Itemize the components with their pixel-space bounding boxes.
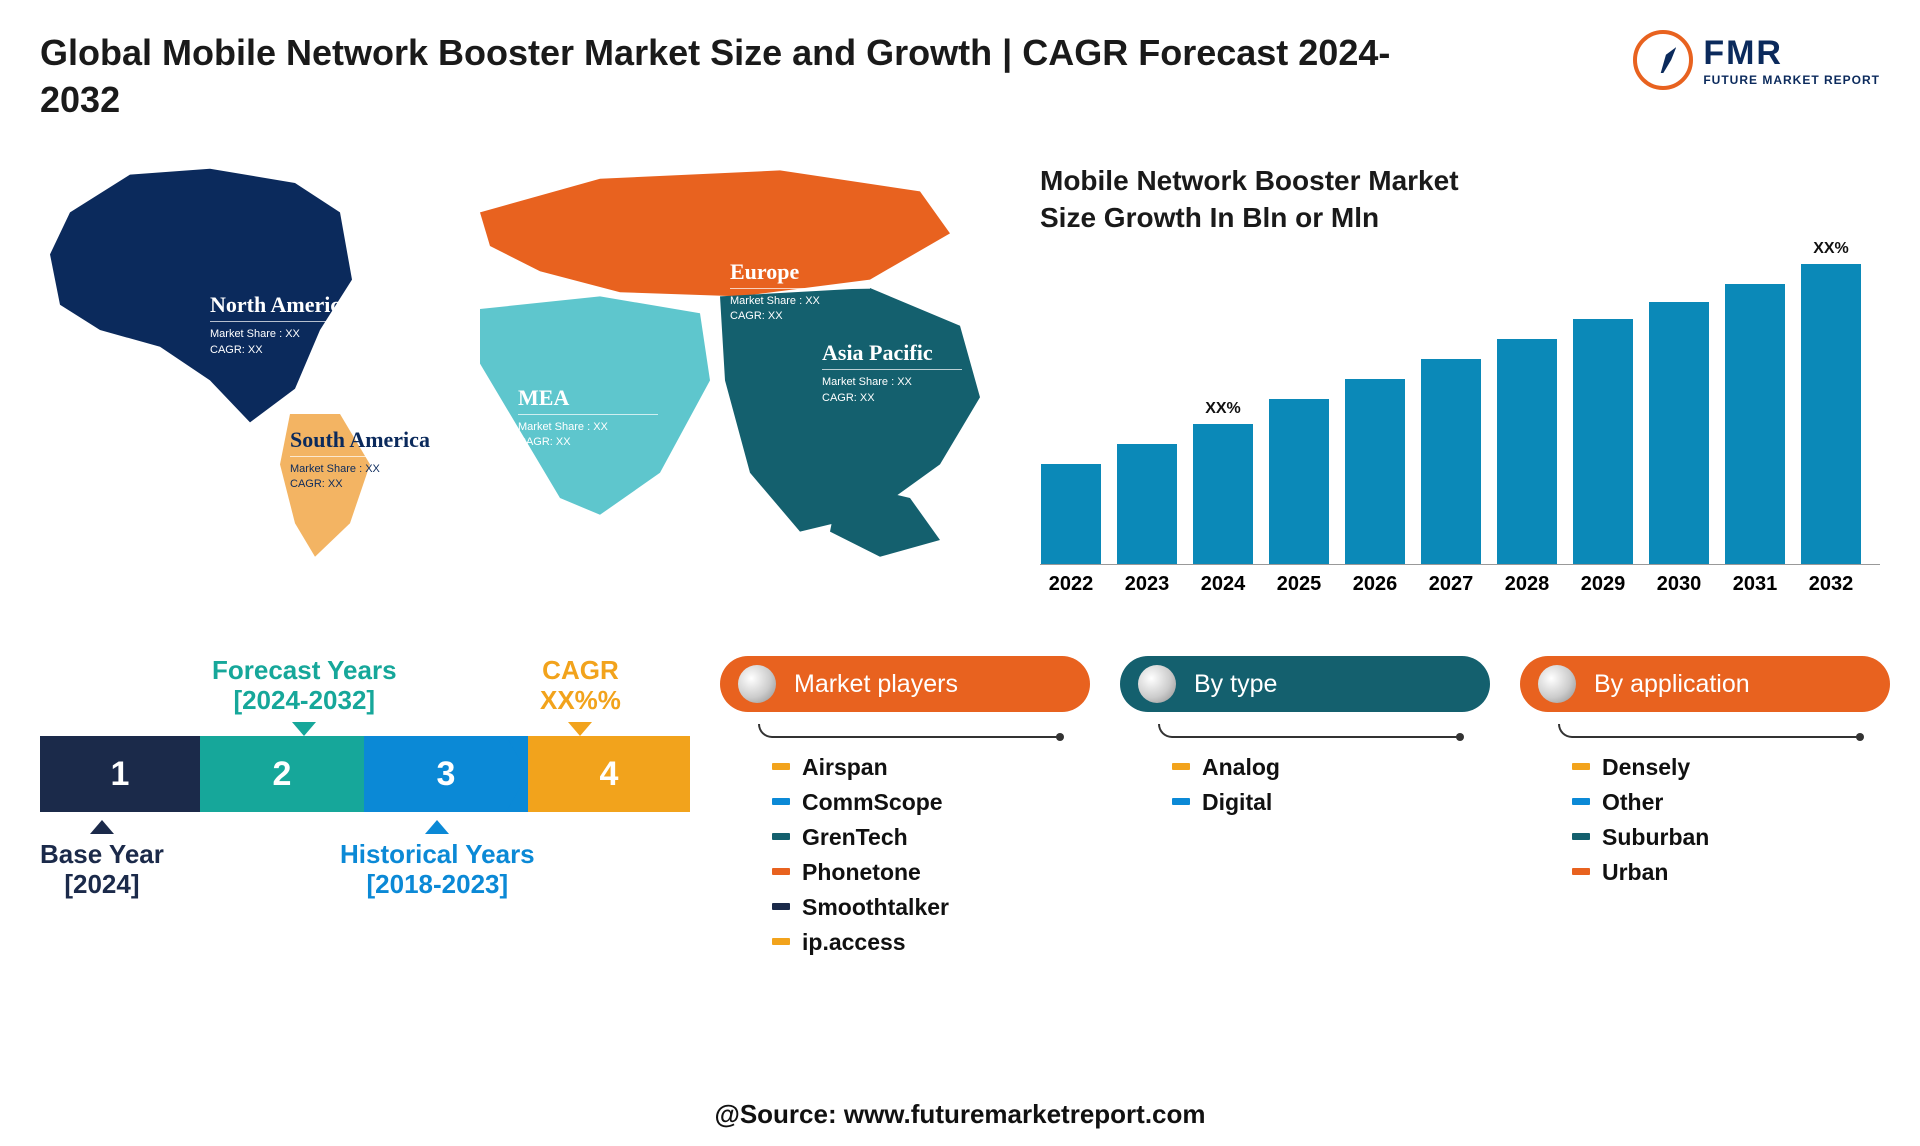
bar-2022 xyxy=(1040,464,1102,564)
timeline-bottom-label: Base Year[2024] xyxy=(40,820,164,900)
logo-text-sub: FUTURE MARKET REPORT xyxy=(1703,73,1880,87)
list-item: Smoothtalker xyxy=(778,890,1090,925)
category-column: By application DenselyOtherSuburbanUrban xyxy=(1520,656,1890,960)
timeline-panel: Forecast Years[2024-2032] CAGRXX%% 1234 B… xyxy=(40,656,690,930)
bar-xlabel: 2032 xyxy=(1800,573,1862,596)
category-pill: By application xyxy=(1520,656,1890,712)
bar-2025 xyxy=(1268,399,1330,564)
bar-xlabel: 2024 xyxy=(1192,573,1254,596)
list-item: Urban xyxy=(1578,855,1890,890)
bar-2031 xyxy=(1724,284,1786,564)
pill-dot-icon xyxy=(1538,665,1576,703)
bullet-icon xyxy=(1172,763,1190,770)
growth-bar-chart: Mobile Network Booster Market Size Growt… xyxy=(1040,162,1880,597)
bullet-icon xyxy=(1572,833,1590,840)
bar-2030 xyxy=(1648,302,1710,564)
bar-annotation: XX% xyxy=(1813,240,1849,258)
timeline-top-label: Forecast Years[2024-2032] xyxy=(212,656,397,736)
region-label-ap: Asia PacificMarket Share : XXCAGR: XX xyxy=(822,342,962,406)
timeline-segment-2: 2 xyxy=(200,736,364,812)
source-line: @Source: www.futuremarketreport.com xyxy=(0,1099,1920,1130)
bar-xlabel: 2023 xyxy=(1116,573,1178,596)
bullet-icon xyxy=(1572,868,1590,875)
bar-xlabel: 2030 xyxy=(1648,573,1710,596)
bracket-icon xyxy=(1558,724,1858,738)
bar-xlabel: 2028 xyxy=(1496,573,1558,596)
bullet-icon xyxy=(772,938,790,945)
timeline-segment-4: 4 xyxy=(528,736,690,812)
bullet-icon xyxy=(772,763,790,770)
category-list: AirspanCommScopeGrenTechPhonetoneSmootht… xyxy=(778,750,1090,960)
list-item: Digital xyxy=(1178,785,1490,820)
bar-xlabel: 2025 xyxy=(1268,573,1330,596)
bar-2029 xyxy=(1572,319,1634,564)
region-label-mea: MEAMarket Share : XXCAGR: XX xyxy=(518,387,658,451)
pill-dot-icon xyxy=(1138,665,1176,703)
bar-2024: XX% xyxy=(1192,400,1254,564)
list-item: CommScope xyxy=(778,785,1090,820)
map-region-ap xyxy=(720,288,980,557)
map-region-eu xyxy=(480,170,950,296)
timeline-bottom-label: Historical Years[2018-2023] xyxy=(340,820,535,900)
bullet-icon xyxy=(772,833,790,840)
bar-xlabel: 2026 xyxy=(1344,573,1406,596)
timeline-segment-1: 1 xyxy=(40,736,200,812)
bullet-icon xyxy=(772,903,790,910)
pill-label: By application xyxy=(1594,670,1750,699)
category-pill: Market players xyxy=(720,656,1090,712)
category-column: Market players AirspanCommScopeGrenTechPh… xyxy=(720,656,1090,960)
list-item: ip.access xyxy=(778,925,1090,960)
bar-xlabel: 2027 xyxy=(1420,573,1482,596)
bar-2026 xyxy=(1344,379,1406,564)
bullet-icon xyxy=(772,798,790,805)
list-item: Analog xyxy=(1178,750,1490,785)
bullet-icon xyxy=(772,868,790,875)
pill-label: By type xyxy=(1194,670,1277,699)
bracket-icon xyxy=(1158,724,1458,738)
category-pill: By type xyxy=(1120,656,1490,712)
chart-title: Mobile Network Booster Market Size Growt… xyxy=(1040,162,1460,238)
bar-xlabel: 2022 xyxy=(1040,573,1102,596)
bar-xlabel: 2029 xyxy=(1572,573,1634,596)
bar-xlabel: 2031 xyxy=(1724,573,1786,596)
bracket-icon xyxy=(758,724,1058,738)
bullet-icon xyxy=(1572,798,1590,805)
timeline-top-label: CAGRXX%% xyxy=(540,656,621,736)
category-list: DenselyOtherSuburbanUrban xyxy=(1578,750,1890,890)
category-column: By type AnalogDigital xyxy=(1120,656,1490,960)
fmr-logo-icon xyxy=(1633,30,1693,90)
list-item: GrenTech xyxy=(778,820,1090,855)
world-map: North AmericaMarket Share : XXCAGR: XX So… xyxy=(40,162,1000,582)
pill-label: Market players xyxy=(794,670,958,699)
bar-2032: XX% xyxy=(1800,240,1862,564)
region-label-sa: South AmericaMarket Share : XXCAGR: XX xyxy=(290,429,430,493)
page-title: Global Mobile Network Booster Market Siz… xyxy=(40,30,1440,124)
list-item: Phonetone xyxy=(778,855,1090,890)
region-label-eu: EuropeMarket Share : XXCAGR: XX xyxy=(730,261,870,325)
logo-text-main: FMR xyxy=(1703,34,1880,73)
bullet-icon xyxy=(1172,798,1190,805)
category-list: AnalogDigital xyxy=(1178,750,1490,820)
bar-2028 xyxy=(1496,339,1558,564)
list-item: Suburban xyxy=(1578,820,1890,855)
timeline-segment-3: 3 xyxy=(364,736,528,812)
list-item: Densely xyxy=(1578,750,1890,785)
pill-dot-icon xyxy=(738,665,776,703)
bar-annotation: XX% xyxy=(1205,400,1241,418)
list-item: Airspan xyxy=(778,750,1090,785)
bar-2023 xyxy=(1116,444,1178,564)
bar-2027 xyxy=(1420,359,1482,564)
fmr-logo: FMR FUTURE MARKET REPORT xyxy=(1633,30,1880,90)
bullet-icon xyxy=(1572,763,1590,770)
list-item: Other xyxy=(1578,785,1890,820)
region-label-na: North AmericaMarket Share : XXCAGR: XX xyxy=(210,294,351,358)
